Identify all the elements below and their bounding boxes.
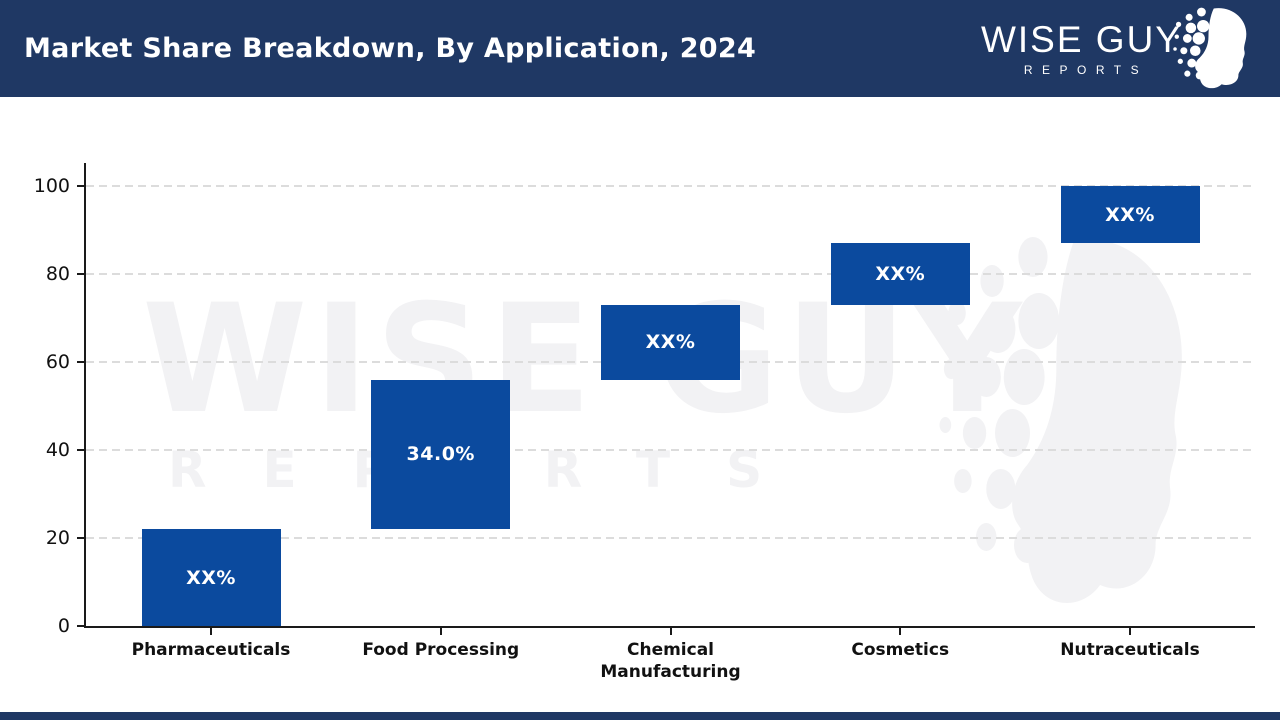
- wise-guy-logo: WISE GUY REPORTS: [981, 5, 1256, 93]
- y-tick-label: 20: [45, 527, 70, 549]
- bar-label: 34.0%: [406, 443, 475, 466]
- x-tick: [439, 628, 442, 635]
- bar: 34.0%: [371, 379, 511, 530]
- x-tick-label: Food Processing: [362, 640, 520, 660]
- y-tick-label: 0: [57, 615, 70, 637]
- bar: XX%: [601, 304, 740, 380]
- chart-plot: WISE GUY REPORTS 020406080100XX%Pharmace…: [0, 97, 1280, 712]
- y-tick: [77, 537, 84, 539]
- x-tick-label: Nutraceuticals: [1060, 640, 1200, 660]
- gridline: [86, 185, 1253, 187]
- logo-subtitle: REPORTS: [1023, 62, 1149, 77]
- x-tick-label: Cosmetics: [851, 640, 950, 660]
- head-dots-icon: [1173, 7, 1247, 88]
- y-tick-label: 40: [45, 439, 70, 461]
- gridline: [86, 537, 1253, 539]
- bar-label: XX%: [645, 331, 696, 354]
- x-tick: [210, 628, 212, 635]
- x-tick-label: Pharmaceuticals: [131, 640, 291, 660]
- x-tick: [899, 628, 902, 635]
- bar: XX%: [141, 529, 281, 626]
- bar-label: XX%: [875, 262, 926, 285]
- footer-bar: [0, 712, 1280, 720]
- header: Market Share Breakdown, By Application, …: [0, 0, 1280, 97]
- page-title: Market Share Breakdown, By Application, …: [24, 33, 757, 64]
- bar-label: XX%: [186, 566, 236, 589]
- x-axis-line: [84, 626, 1255, 628]
- x-tick: [669, 628, 672, 635]
- y-axis-line: [84, 163, 86, 628]
- y-tick: [77, 185, 84, 187]
- y-tick-label: 60: [45, 351, 70, 373]
- gridline: [86, 273, 1253, 275]
- y-tick: [77, 449, 84, 451]
- y-tick: [77, 273, 84, 275]
- bar-label: XX%: [1105, 203, 1155, 226]
- logo-text: WISE GUY REPORTS: [981, 21, 1182, 77]
- y-tick-label: 80: [45, 263, 70, 285]
- logo-wordmark: WISE GUY: [980, 18, 1182, 60]
- y-tick-label: 100: [33, 175, 70, 197]
- x-tick: [1129, 628, 1131, 635]
- x-tick-label: Chemical Manufacturing: [600, 640, 741, 683]
- bar: XX%: [830, 243, 970, 305]
- gridline: [86, 449, 1253, 451]
- watermark-wordmark: WISE GUY: [142, 273, 1028, 447]
- y-tick: [77, 625, 84, 627]
- y-tick: [77, 361, 84, 363]
- bar: XX%: [1060, 186, 1200, 244]
